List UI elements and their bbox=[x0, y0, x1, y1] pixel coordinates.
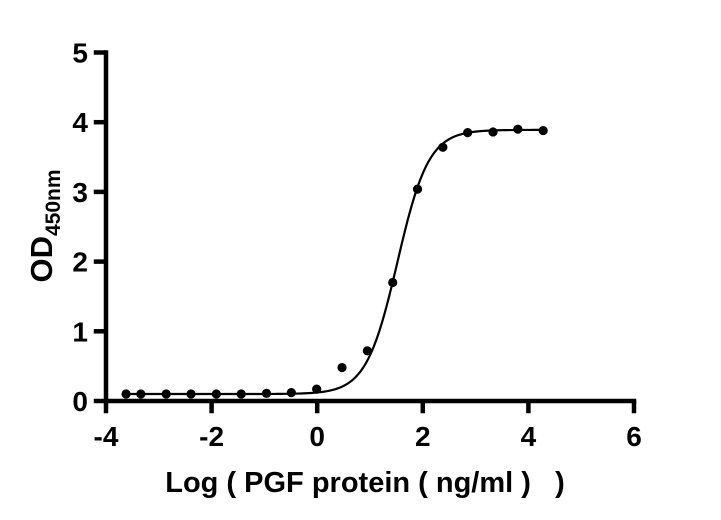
fit-curve-line bbox=[126, 128, 544, 396]
axes-group: -4 -2 0 2 4 6 0 1 2 3 4 5 bbox=[72, 38, 641, 453]
data-point bbox=[161, 389, 171, 399]
data-point bbox=[286, 388, 296, 398]
data-point bbox=[362, 346, 372, 356]
y-tick-label: 4 bbox=[72, 107, 88, 138]
data-point bbox=[538, 125, 548, 136]
data-points-group bbox=[121, 124, 548, 399]
x-tick-label: 2 bbox=[415, 421, 431, 452]
y-axis-title-sub: 450nm bbox=[42, 169, 65, 236]
data-point bbox=[312, 384, 322, 394]
data-point bbox=[261, 388, 272, 398]
data-point bbox=[438, 142, 448, 152]
data-point bbox=[337, 362, 347, 373]
x-tick-label: -2 bbox=[199, 421, 224, 452]
data-point bbox=[121, 389, 131, 399]
data-point bbox=[388, 277, 398, 288]
y-tick-label: 2 bbox=[72, 247, 88, 278]
y-tick-label: 1 bbox=[72, 316, 88, 347]
y-tick-label: 3 bbox=[72, 177, 88, 208]
data-point bbox=[186, 389, 196, 399]
y-axis-title-main: OD bbox=[24, 236, 59, 283]
x-axis-title: Log ( PGF protein ( ng/ml ) ) bbox=[165, 467, 565, 499]
y-axis-title: OD450nm bbox=[24, 169, 65, 282]
y-tick-label: 0 bbox=[72, 386, 88, 417]
data-point bbox=[211, 389, 221, 399]
data-point bbox=[136, 389, 146, 399]
data-point bbox=[463, 128, 473, 138]
x-tick-label: 0 bbox=[309, 421, 325, 452]
fit-curve-group bbox=[126, 128, 544, 396]
y-tick-label: 5 bbox=[72, 38, 88, 69]
x-tick-label: -4 bbox=[94, 421, 119, 452]
data-point bbox=[488, 127, 498, 137]
data-point bbox=[513, 124, 523, 134]
data-point bbox=[236, 389, 246, 399]
x-tick-label: 4 bbox=[521, 421, 537, 452]
data-point bbox=[412, 184, 423, 194]
x-tick-label: 6 bbox=[626, 421, 642, 452]
